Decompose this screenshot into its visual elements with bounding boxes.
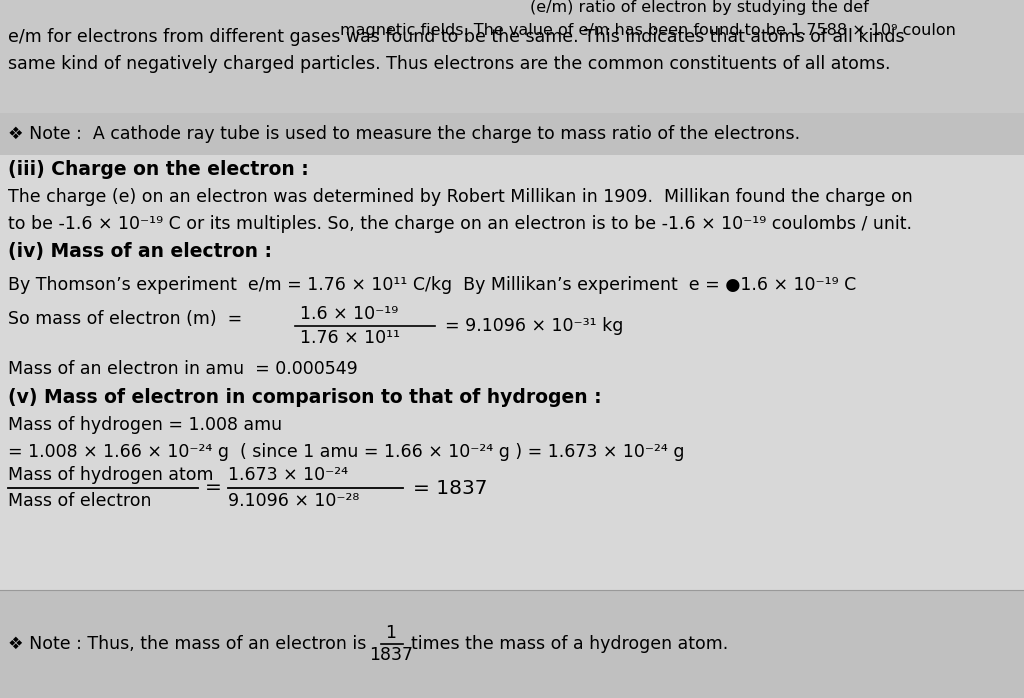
Text: = 1837: = 1837: [413, 479, 487, 498]
Text: magnetic fields. The value of e/m has been found to be 1.7588 × 10⁹ coulon: magnetic fields. The value of e/m has be…: [340, 23, 955, 38]
Text: The charge (e) on an electron was determined by Robert Millikan in 1909.  Millik: The charge (e) on an electron was determ…: [8, 188, 912, 206]
Text: 1: 1: [385, 624, 396, 642]
Text: 1837: 1837: [369, 646, 413, 664]
Text: (iv) Mass of an electron :: (iv) Mass of an electron :: [8, 242, 272, 261]
Text: 9.1096 × 10⁻²⁸: 9.1096 × 10⁻²⁸: [228, 492, 359, 510]
Text: Mass of hydrogen atom: Mass of hydrogen atom: [8, 466, 213, 484]
Text: ❖ Note :  A cathode ray tube is used to measure the charge to mass ratio of the : ❖ Note : A cathode ray tube is used to m…: [8, 125, 800, 143]
Bar: [0, 590, 1024, 698]
Text: e/m for electrons from different gases was found to be the same. This indicates : e/m for electrons from different gases w…: [8, 28, 904, 46]
Text: ❖ Note : Thus, the mass of an electron is: ❖ Note : Thus, the mass of an electron i…: [8, 635, 367, 653]
Text: same kind of negatively charged particles. Thus electrons are the common constit: same kind of negatively charged particle…: [8, 55, 891, 73]
Text: = 1.008 × 1.66 × 10⁻²⁴ g  ( since 1 amu = 1.66 × 10⁻²⁴ g ) = 1.673 × 10⁻²⁴ g: = 1.008 × 1.66 × 10⁻²⁴ g ( since 1 amu =…: [8, 443, 684, 461]
Text: Mass of an electron in amu  = 0.000549: Mass of an electron in amu = 0.000549: [8, 360, 357, 378]
Text: times the mass of a hydrogen atom.: times the mass of a hydrogen atom.: [411, 635, 728, 653]
Bar: [0, 0, 1024, 115]
Text: = 9.1096 × 10⁻³¹ kg: = 9.1096 × 10⁻³¹ kg: [445, 317, 624, 335]
Text: So mass of electron (m)  =: So mass of electron (m) =: [8, 310, 243, 328]
Text: By Thomson’s experiment  e/m = 1.76 × 10¹¹ C/kg  By Millikan’s experiment  e = ●: By Thomson’s experiment e/m = 1.76 × 10¹…: [8, 276, 856, 294]
Text: (v) Mass of electron in comparison to that of hydrogen :: (v) Mass of electron in comparison to th…: [8, 388, 602, 407]
Text: 1.673 × 10⁻²⁴: 1.673 × 10⁻²⁴: [228, 466, 348, 484]
Text: Mass of electron: Mass of electron: [8, 492, 152, 510]
Text: =: =: [205, 479, 222, 498]
Text: to be -1.6 × 10⁻¹⁹ C or its multiples. So, the charge on an electron is to be -1: to be -1.6 × 10⁻¹⁹ C or its multiples. S…: [8, 215, 912, 233]
Bar: [0, 113, 1024, 155]
Text: 1.76 × 10¹¹: 1.76 × 10¹¹: [300, 329, 400, 347]
Text: (e/m) ratio of electron by studying the def: (e/m) ratio of electron by studying the …: [530, 0, 868, 15]
Text: 1.6 × 10⁻¹⁹: 1.6 × 10⁻¹⁹: [300, 305, 398, 323]
Text: (iii) Charge on the electron :: (iii) Charge on the electron :: [8, 160, 309, 179]
Text: Mass of hydrogen = 1.008 amu: Mass of hydrogen = 1.008 amu: [8, 416, 283, 434]
